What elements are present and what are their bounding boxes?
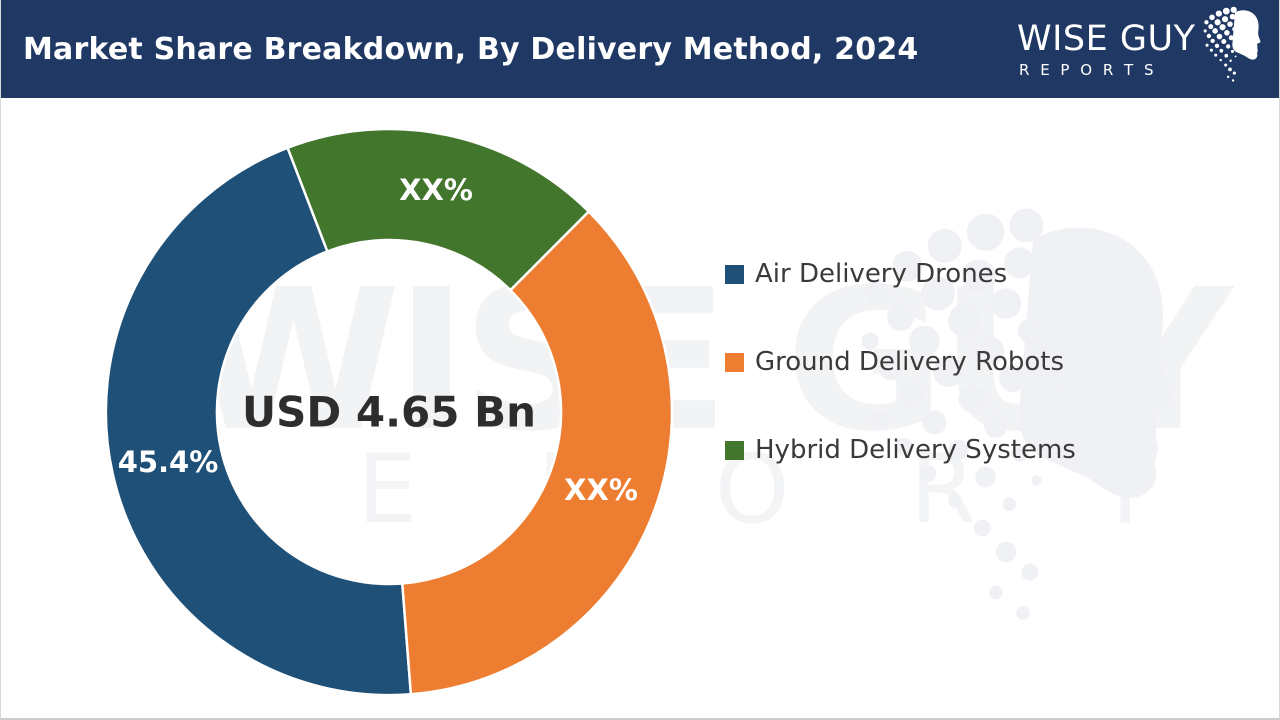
segment-percentage-label: XX% [399, 173, 473, 207]
chart-area: WISE GUY R E P O R T S 45.4% XX% XX% USD 4.… [1, 98, 1280, 720]
donut-center-value: USD 4.65 Bn [242, 388, 536, 437]
legend-label: Air Delivery Drones [755, 259, 1008, 289]
segment-percentage-label: 45.4% [118, 445, 219, 479]
donut-chart: 45.4% XX% XX% USD 4.65 Bn [104, 127, 674, 697]
legend-swatch [725, 440, 744, 460]
donut-segment [286, 127, 590, 292]
donut-segment [401, 210, 674, 696]
logo-subtitle: R E P O R T S [1019, 61, 1156, 79]
donut-segment [104, 146, 413, 697]
legend-item-ground-delivery-robots: Ground Delivery Robots [725, 344, 1076, 380]
legend-swatch [725, 264, 744, 284]
segment-percentage-label: XX% [564, 473, 638, 507]
chart-legend: Air Delivery Drones Ground Delivery Robo… [725, 256, 1076, 520]
brand-logo: WISE GUY R E P O R T S [1017, 2, 1265, 96]
page-title: Market Share Breakdown, By Delivery Meth… [23, 31, 919, 67]
legend-item-hybrid-delivery-systems: Hybrid Delivery Systems [725, 432, 1076, 468]
logo-wordmark: WISE GUY [1017, 19, 1196, 59]
logo-head-icon [1203, 6, 1261, 82]
header-bar: Market Share Breakdown, By Delivery Meth… [1, 0, 1279, 98]
legend-label: Hybrid Delivery Systems [755, 435, 1076, 465]
wise-guy-logo-graphic: WISE GUY R E P O R T S [1017, 6, 1261, 82]
legend-swatch [725, 352, 744, 372]
legend-label: Ground Delivery Robots [755, 347, 1065, 377]
legend-item-air-delivery-drones: Air Delivery Drones [725, 256, 1076, 292]
